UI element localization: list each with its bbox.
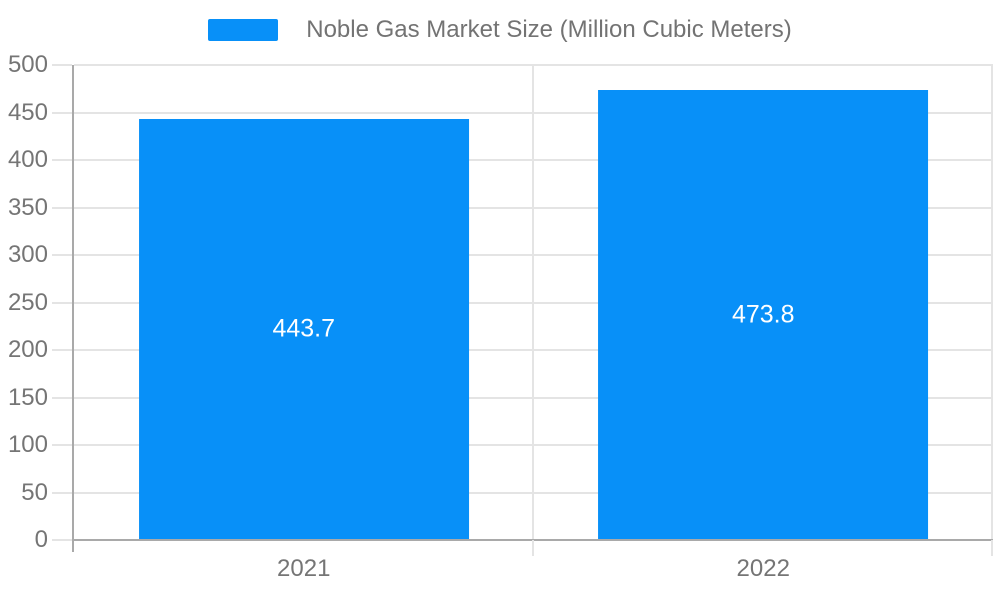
y-gridline [74,206,993,209]
y-axis-tick [52,539,72,541]
y-axis-label: 350 [7,193,48,221]
x-axis-label: 2021 [277,555,331,582]
y-axis-label: 0 [34,526,48,553]
y-axis-tick [52,159,72,161]
y-axis-label: 450 [7,98,48,126]
y-axis-tick [52,349,72,351]
y-gridline [74,396,993,399]
y-gridline [74,111,993,114]
y-axis-line [72,65,74,552]
y-gridline [74,444,993,446]
y-axis-tick [52,206,72,209]
y-gridline [74,64,993,66]
legend-swatch [208,19,279,41]
y-axis-label: 50 [21,478,48,506]
y-axis-tick [52,491,72,494]
y-axis-tick [52,444,72,446]
y-axis-label: 500 [7,51,48,78]
y-axis-tick [52,64,72,66]
y-axis-tick [52,111,72,114]
y-axis-tick [52,301,72,304]
x-axis-label: 2022 [736,555,790,582]
bar-value-label: 473.8 [731,300,795,329]
y-gridline [74,301,993,304]
y-axis-label: 200 [7,336,48,363]
y-gridline [74,254,993,256]
x-axis-tick [991,540,993,556]
y-axis-label: 400 [7,146,48,173]
bar-value-label: 443.7 [272,314,336,343]
y-gridline [74,349,993,351]
y-gridline [74,491,993,494]
y-axis-tick [52,396,72,399]
bar[interactable]: 473.8 [598,89,929,540]
legend-label: Noble Gas Market Size (Million Cubic Met… [306,16,792,43]
y-axis-label: 250 [7,288,48,316]
y-gridline [74,159,993,161]
category-splitline [991,65,993,540]
y-axis-label: 100 [7,431,48,458]
category-splitline [531,65,534,540]
y-axis-tick [52,254,72,256]
y-axis-label: 300 [7,241,48,268]
x-axis-tick [531,540,534,556]
y-axis-label: 150 [7,383,48,411]
chart-legend[interactable]: Noble Gas Market Size (Million Cubic Met… [0,16,1000,44]
bar[interactable]: 443.7 [138,118,469,540]
plot-area: 443.7 473.8 [74,64,993,540]
